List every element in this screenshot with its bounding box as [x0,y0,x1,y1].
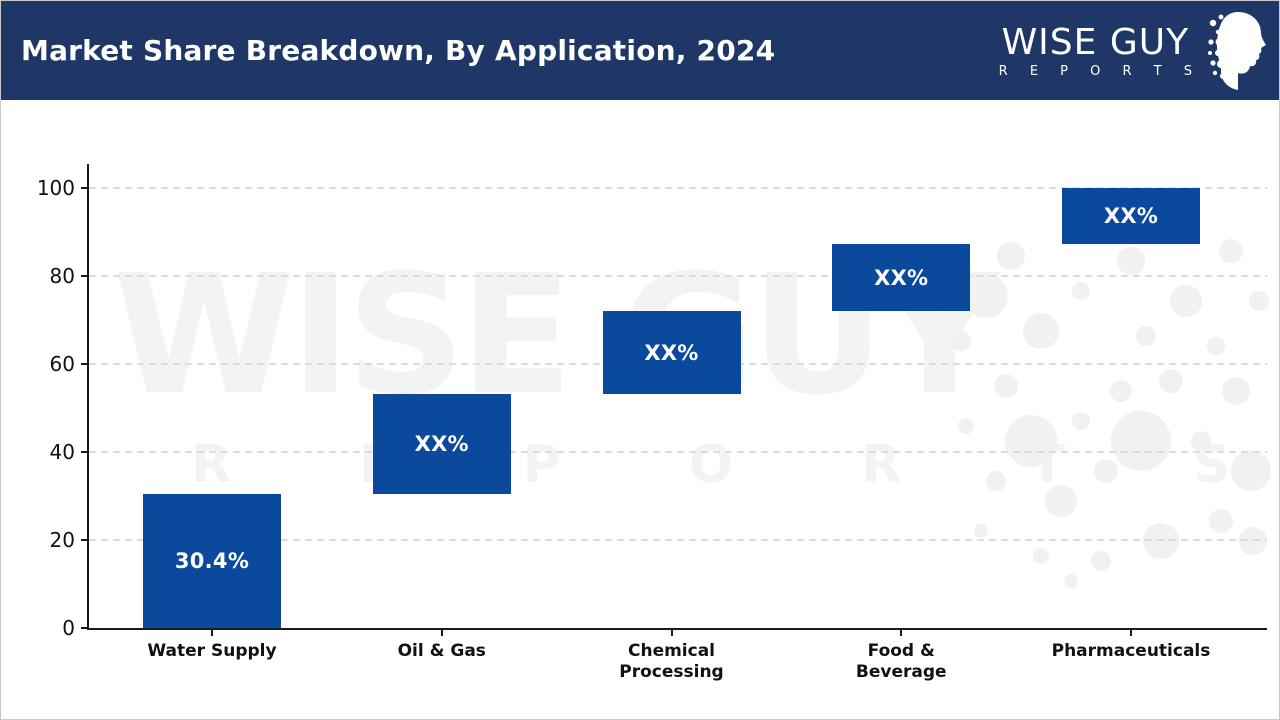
page-title: Market Share Breakdown, By Application, … [21,34,776,67]
bar-value-label: 30.4% [174,549,250,574]
y-tick-label: 20 [49,528,75,552]
gridline [89,275,1267,277]
y-axis-tick [81,451,89,453]
x-tick-label-pharmaceuticals: Pharmaceuticals [1051,641,1211,661]
y-axis-tick [81,187,89,189]
bar-segment-water-supply: 30.4% [143,494,281,628]
bar-value-label: XX% [1103,203,1159,228]
x-axis-tick [1130,628,1132,636]
gridline [89,451,1267,453]
bar-segment-food-beverage: XX% [832,243,971,312]
x-axis-tick [900,628,903,636]
bar-value-label: XX% [644,340,699,365]
gridline [89,539,1267,541]
x-axis-tick [211,628,213,636]
x-tick-label-oil-gas: Oil & Gas [397,641,486,661]
x-axis-line [87,628,1267,630]
brand-logo: WISE GUY R E P O R T S [990,7,1267,95]
y-axis-tick [81,539,89,541]
header: Market Share Breakdown, By Application, … [1,1,1279,100]
y-tick-label: 0 [62,616,75,640]
bar-segment-pharmaceuticals: XX% [1062,187,1200,244]
y-axis-line [87,164,89,630]
y-tick-label: 100 [36,176,75,200]
dotted-head-profile-icon [1208,12,1266,90]
y-axis-tick [81,275,89,277]
y-tick-label: 80 [49,264,75,288]
gridline [89,187,1267,189]
y-axis-tick [81,363,89,365]
y-tick-label: 60 [49,352,75,376]
bar-value-label: XX% [414,432,469,457]
bar-value-label: XX% [874,265,929,290]
x-tick-label-chemical-processing: Chemical Processing [619,641,724,682]
x-tick-label-food-beverage: Food & Beverage [855,641,947,682]
y-axis-tick [81,627,89,629]
x-axis-tick [670,628,673,636]
bar-segment-chemical-processing: XX% [602,311,741,394]
brand-name: WISE GUY [1001,22,1190,64]
y-tick-label: 40 [49,440,75,464]
bar-segment-oil-gas: XX% [372,393,511,495]
brand-subtitle: R E P O R T S [998,63,1201,79]
x-tick-label-water-supply: Water Supply [147,641,277,661]
x-axis-tick [440,628,443,636]
brand-logo-text: WISE GUY R E P O R T S [990,23,1201,79]
